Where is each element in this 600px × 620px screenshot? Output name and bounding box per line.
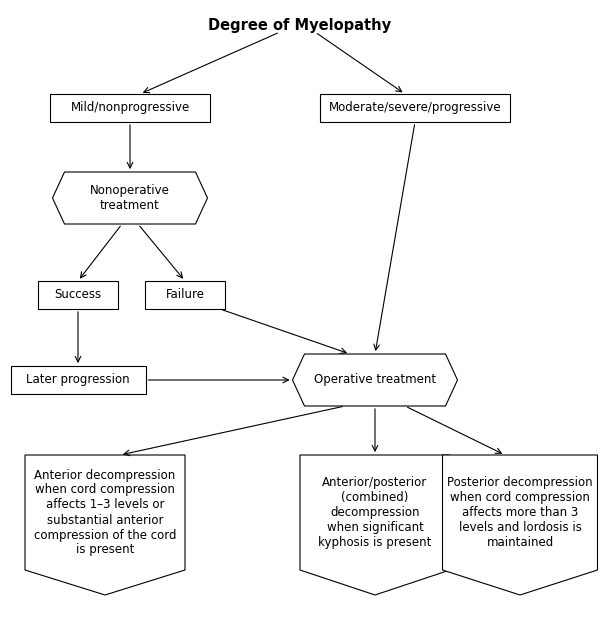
Polygon shape (293, 354, 458, 406)
Text: Moderate/severe/progressive: Moderate/severe/progressive (329, 102, 502, 115)
Polygon shape (25, 455, 185, 595)
Text: Posterior decompression
when cord compression
affects more than 3
levels and lor: Posterior decompression when cord compre… (447, 476, 593, 549)
FancyBboxPatch shape (11, 366, 146, 394)
FancyBboxPatch shape (50, 94, 210, 122)
Text: Nonoperative
treatment: Nonoperative treatment (90, 184, 170, 212)
Text: Degree of Myelopathy: Degree of Myelopathy (208, 18, 392, 33)
Polygon shape (300, 455, 450, 595)
Text: Operative treatment: Operative treatment (314, 373, 436, 386)
Polygon shape (443, 455, 598, 595)
Text: Anterior/posterior
(combined)
decompression
when significant
kyphosis is present: Anterior/posterior (combined) decompress… (319, 476, 431, 549)
Text: Success: Success (55, 288, 101, 301)
FancyBboxPatch shape (320, 94, 510, 122)
Polygon shape (53, 172, 208, 224)
FancyBboxPatch shape (145, 281, 225, 309)
FancyBboxPatch shape (38, 281, 118, 309)
Text: Anterior decompression
when cord compression
affects 1–3 levels or
substantial a: Anterior decompression when cord compres… (34, 469, 176, 557)
Text: Mild/nonprogressive: Mild/nonprogressive (70, 102, 190, 115)
Text: Later progression: Later progression (26, 373, 130, 386)
Text: Failure: Failure (166, 288, 205, 301)
